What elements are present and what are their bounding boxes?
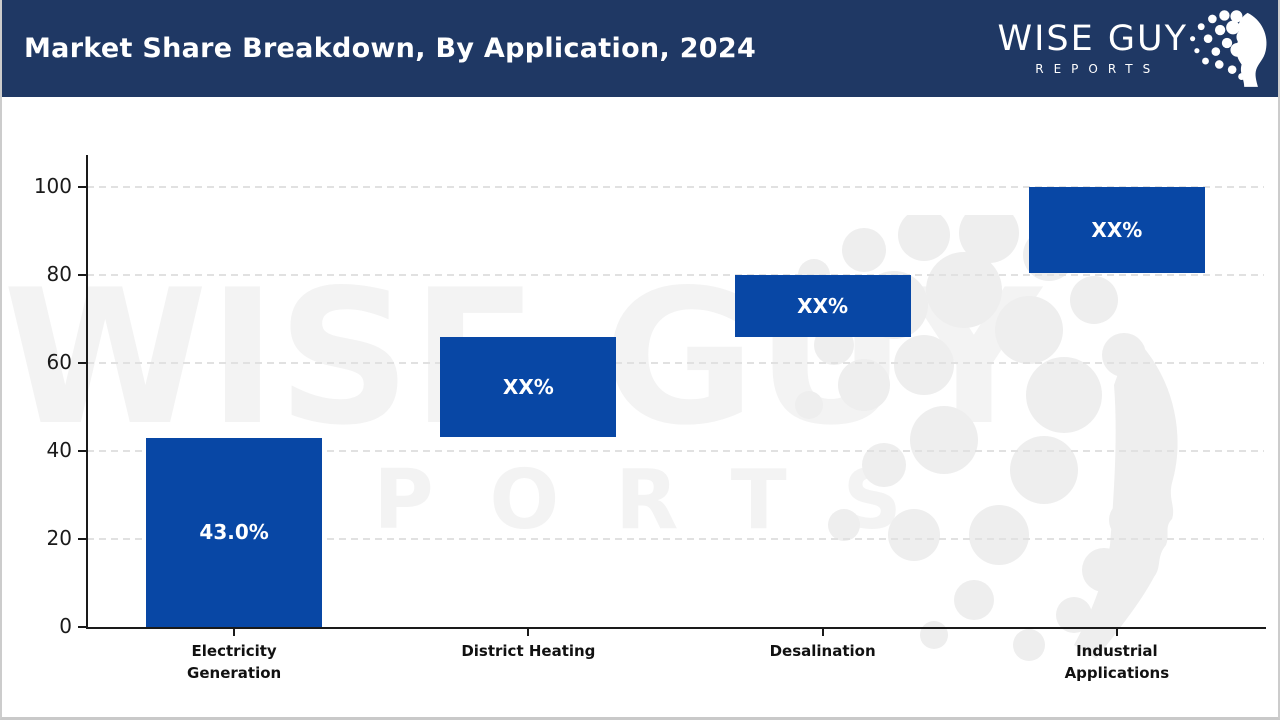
- y-tick-label: 60: [46, 350, 72, 374]
- bar-value-label: 43.0%: [199, 520, 269, 545]
- gridline: [87, 450, 1264, 452]
- x-tick-mark: [527, 629, 530, 636]
- y-tick-mark: [78, 538, 87, 540]
- x-axis: [86, 627, 1266, 629]
- y-axis: [86, 155, 88, 629]
- gridline: [87, 538, 1264, 540]
- logo-wordmark-sub: REPORTS: [1035, 61, 1161, 76]
- y-tick-mark: [78, 362, 87, 364]
- bar: 43.0%: [146, 437, 323, 627]
- y-tick-mark: [78, 450, 87, 452]
- chart-area: WISE GUY REPORTS 0 20 40 60 80 100 43.0% Electr…: [2, 97, 1278, 717]
- bar-value-label: XX%: [797, 293, 849, 318]
- y-tick-mark: [78, 274, 87, 276]
- y-tick-label: 100: [33, 174, 72, 198]
- bar: XX%: [440, 337, 617, 437]
- y-tick-label: 80: [46, 262, 72, 286]
- y-tick-label: 40: [46, 438, 72, 462]
- x-category-label: District Heating: [461, 642, 596, 660]
- x-tick-mark: [1115, 629, 1118, 636]
- logo-wordmark: WISE GUY REPORTS: [997, 18, 1188, 76]
- header: Market Share Breakdown, By Application, …: [2, 0, 1278, 97]
- gridline: [87, 362, 1264, 364]
- y-tick-label: 0: [59, 614, 72, 638]
- page-title: Market Share Breakdown, By Application, …: [24, 33, 757, 64]
- gridline: [87, 186, 1264, 188]
- bar: XX%: [734, 275, 911, 337]
- y-tick-mark: [78, 186, 87, 188]
- logo-wordmark-main: WISE GUY: [997, 18, 1188, 59]
- bar: XX%: [1028, 187, 1205, 273]
- x-tick-mark: [233, 629, 236, 636]
- bar-value-label: XX%: [1091, 217, 1143, 242]
- wiseguy-logo: WISE GUY REPORTS: [997, 8, 1270, 90]
- bar-value-label: XX%: [502, 375, 554, 400]
- x-category-label: Electricity Generation: [187, 642, 282, 682]
- y-tick-label: 20: [46, 526, 72, 550]
- x-tick-mark: [821, 629, 824, 636]
- y-tick-mark: [78, 626, 87, 628]
- gridline: [87, 274, 1264, 276]
- plot: 0 20 40 60 80 100 43.0% Electricity Generation X…: [2, 97, 1278, 717]
- logo-face-icon: [1190, 9, 1267, 87]
- x-category-label: Desalination: [769, 642, 876, 660]
- x-category-label: Industrial Applications: [1064, 642, 1170, 682]
